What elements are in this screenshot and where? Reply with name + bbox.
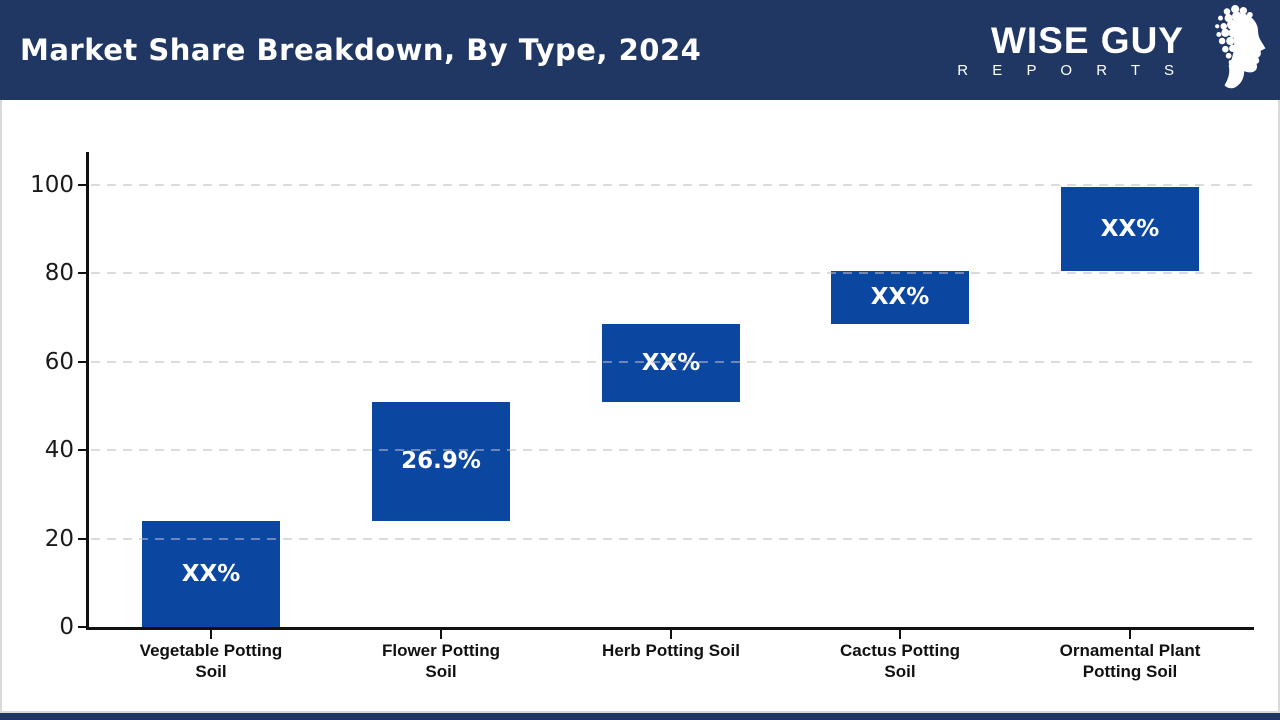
logo-head-icon [1186, 5, 1268, 95]
y-tick-mark [78, 449, 86, 452]
logo-reports-label: R E P O R T S [957, 62, 1184, 79]
y-tick-label: 0 [59, 614, 74, 640]
logo-text: WISE GUY R E P O R T S [957, 22, 1184, 78]
bar-segment: 26.9% [372, 402, 510, 521]
bar-value-label: XX% [641, 349, 701, 376]
x-tick-mark [210, 630, 212, 639]
y-tick-label: 20 [44, 525, 74, 552]
bar-value-label: XX% [870, 284, 930, 311]
logo-wise-guy-label: WISE GUY [990, 20, 1184, 61]
category-label: Vegetable Potting Soil [139, 641, 283, 682]
y-axis [86, 152, 89, 630]
wise-guy-logo: WISE GUY R E P O R T S [957, 5, 1268, 95]
category-label: Cactus Potting Soil [840, 641, 960, 682]
y-tick-label: 60 [44, 348, 74, 375]
bar-segment: XX% [831, 270, 969, 324]
bar-value-label: XX% [1100, 215, 1160, 242]
y-tick-mark [78, 537, 86, 540]
x-tick-mark [440, 630, 442, 639]
x-tick-mark [670, 630, 672, 639]
y-tick-label: 100 [30, 172, 74, 198]
bar-segment: XX% [1061, 186, 1199, 271]
category-label: Herb Potting Soil [602, 641, 740, 660]
x-axis [86, 627, 1254, 630]
page-title: Market Share Breakdown, By Type, 2024 [20, 33, 702, 67]
category-label: Ornamental Plant Potting Soil [1059, 641, 1201, 682]
y-tick-label: 40 [44, 437, 74, 464]
y-tick-mark [78, 184, 86, 186]
gridline [91, 184, 1252, 186]
gridline [91, 449, 1252, 452]
bar-segment: XX% [602, 323, 740, 402]
y-tick-label: 80 [44, 260, 74, 287]
gridline [91, 537, 1252, 540]
x-tick-mark [899, 630, 901, 639]
y-tick-mark [78, 626, 86, 628]
x-tick-mark [1129, 630, 1131, 639]
header-bar: Market Share Breakdown, By Type, 2024 WI… [0, 0, 1280, 100]
gridline [91, 272, 1252, 275]
y-tick-mark [78, 360, 86, 363]
bar-value-label: 26.9% [401, 448, 481, 475]
footer-bar [0, 713, 1280, 720]
gridline [91, 360, 1252, 363]
y-tick-mark [78, 272, 86, 275]
bar-value-label: XX% [181, 560, 241, 587]
footer-divider [0, 711, 1280, 713]
category-label: Flower Potting Soil [381, 641, 501, 682]
